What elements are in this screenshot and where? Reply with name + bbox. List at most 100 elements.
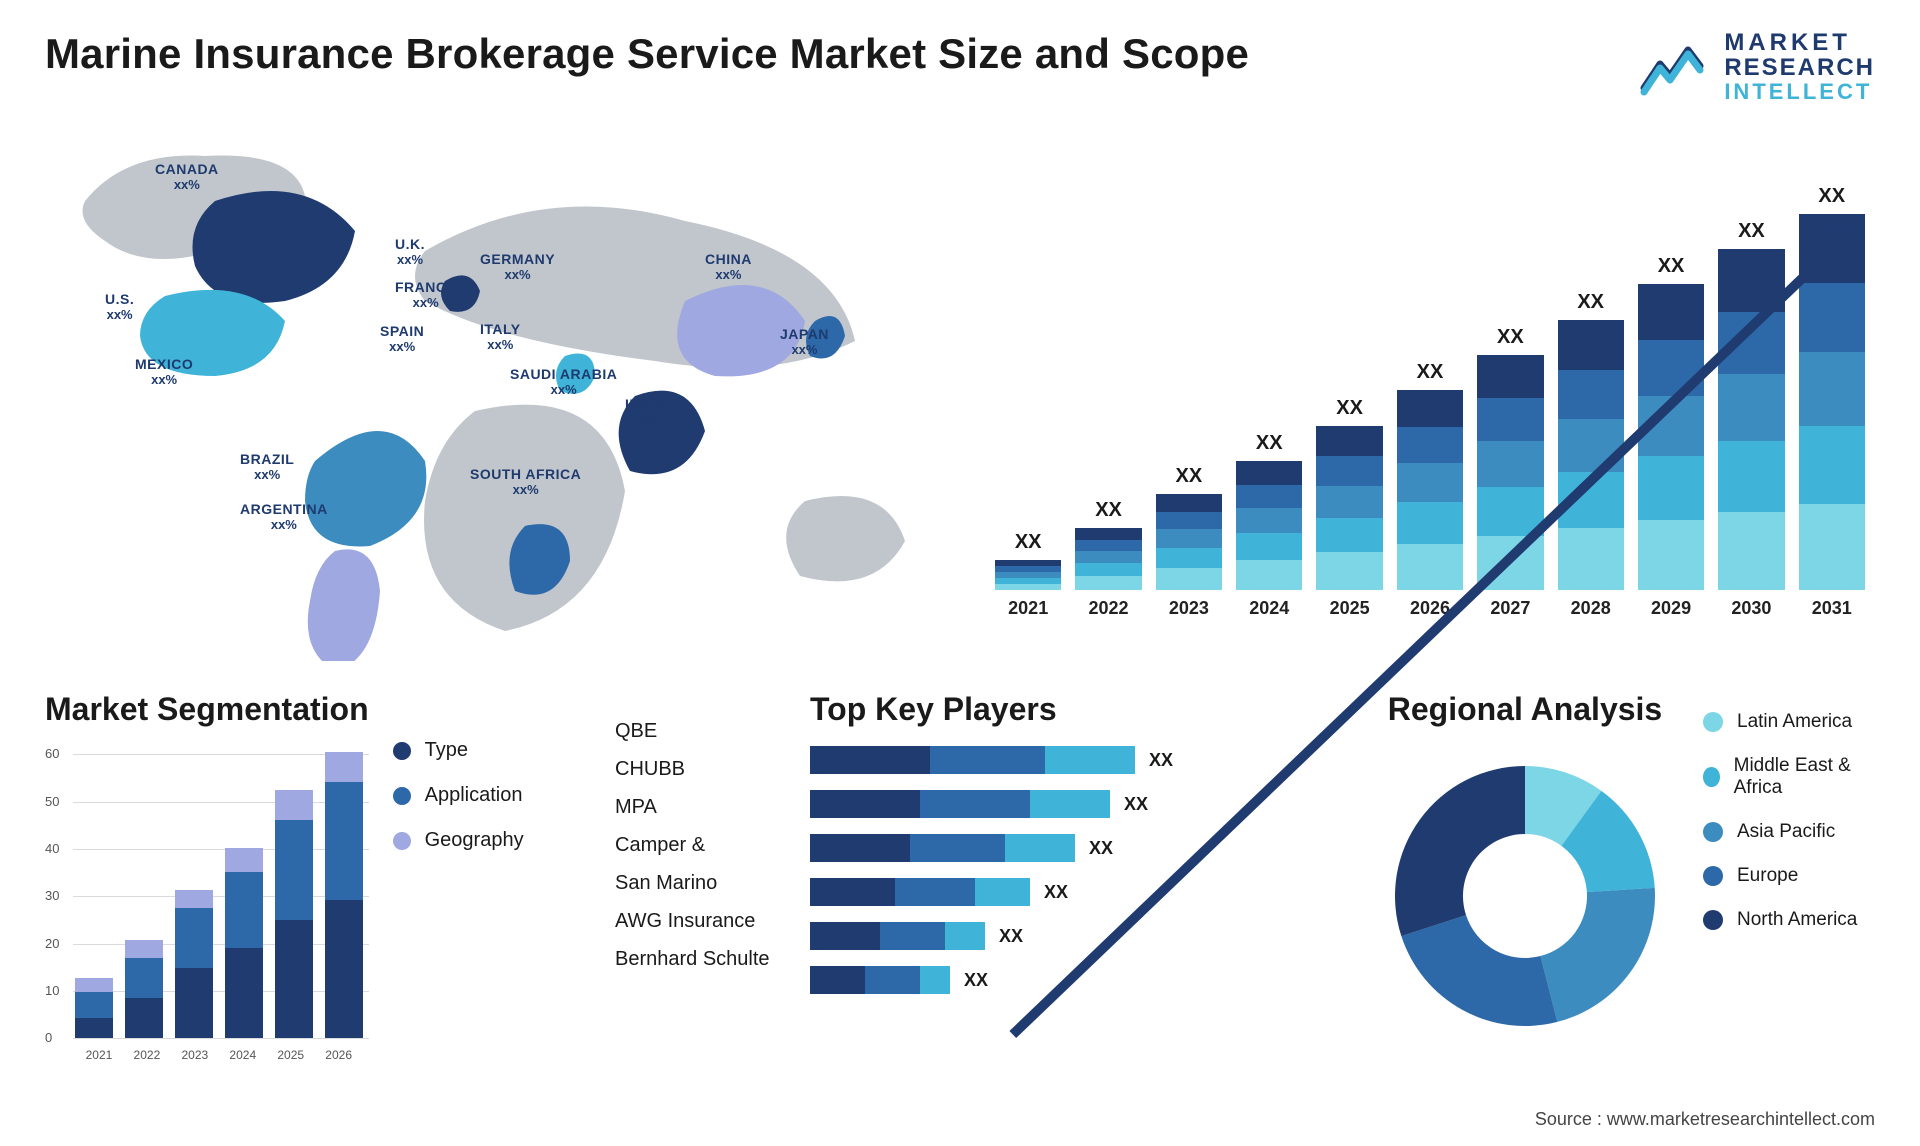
logo-line-2: RESEARCH [1724, 55, 1875, 80]
growth-bar: XX2027 [1477, 326, 1543, 619]
logo-mark-icon [1640, 38, 1712, 96]
logo-line-3: INTELLECT [1724, 80, 1875, 103]
seg-x-tick: 2026 [315, 1048, 363, 1062]
growth-bar-year: 2026 [1410, 598, 1450, 619]
growth-bar-year: 2028 [1571, 598, 1611, 619]
growth-bar-year: 2029 [1651, 598, 1691, 619]
map-label: INDIAxx% [625, 396, 666, 427]
seg-y-tick: 20 [45, 936, 59, 951]
seg-y-tick: 40 [45, 841, 59, 856]
legend-dot-icon [1703, 910, 1723, 930]
page-title: Marine Insurance Brokerage Service Marke… [45, 30, 1249, 78]
growth-bar-top-label: XX [1417, 361, 1444, 384]
player-name: CHUBB [615, 758, 770, 781]
map-label: U.S.xx% [105, 291, 134, 322]
seg-bar [125, 940, 163, 1038]
player-bar-value: XX [964, 970, 988, 991]
legend-dot-icon [1703, 866, 1723, 886]
map-label: SAUDI ARABIAxx% [510, 366, 617, 397]
donut-slice [1401, 916, 1557, 1027]
growth-bar: XX2022 [1075, 499, 1141, 619]
seg-y-tick: 10 [45, 983, 59, 998]
region-donut-chart [1375, 746, 1675, 1046]
seg-bar [325, 752, 363, 1038]
player-bar-row: XX [810, 966, 1350, 994]
map-label: ARGENTINAxx% [240, 501, 328, 532]
legend-label: Geography [425, 829, 524, 852]
growth-bar-year: 2021 [1008, 598, 1048, 619]
growth-bar: XX 2029 [1638, 255, 1704, 619]
legend-label: Latin America [1737, 711, 1852, 733]
growth-bar-top-label: XX [1176, 465, 1203, 488]
growth-bar: XX 2031 [1799, 185, 1865, 619]
legend-dot-icon [393, 742, 411, 760]
seg-y-tick: 30 [45, 888, 59, 903]
growth-bar-year: 2022 [1089, 598, 1129, 619]
map-label: U.K.xx% [395, 236, 425, 267]
seg-bar [75, 978, 113, 1038]
seg-x-tick: 2021 [75, 1048, 123, 1062]
map-label: SPAINxx% [380, 323, 424, 354]
seg-x-tick: 2022 [123, 1048, 171, 1062]
growth-bar-top-label: XX [1497, 326, 1524, 349]
growth-bar-top-label: XX [1818, 185, 1845, 208]
player-name: San Marino [615, 872, 770, 895]
players-panel: Top Key Players XX XX XX XX XX XX [810, 691, 1350, 1066]
legend-label: Type [425, 739, 468, 762]
player-name: MPA [615, 796, 770, 819]
region-legend-item: Latin America [1703, 711, 1875, 733]
region-panel: Regional Analysis Latin AmericaMiddle Ea… [1375, 691, 1875, 1066]
donut-slice [1395, 766, 1525, 936]
growth-bar-top-label: XX [1577, 291, 1604, 314]
seg-y-tick: 0 [45, 1030, 52, 1045]
region-legend-item: North America [1703, 909, 1875, 931]
legend-label: Asia Pacific [1737, 821, 1835, 843]
legend-dot-icon [1703, 767, 1720, 787]
legend-dot-icon [393, 832, 411, 850]
player-bar-value: XX [1044, 882, 1068, 903]
map-label: GERMANYxx% [480, 251, 555, 282]
seg-y-tick: 60 [45, 746, 59, 761]
map-label: CANADAxx% [155, 161, 219, 192]
player-name: Bernhard Schulte [615, 948, 770, 971]
growth-bar-top-label: XX [1738, 220, 1765, 243]
player-bar-value: XX [1089, 838, 1113, 859]
source-line: Source : www.marketresearchintellect.com [1535, 1109, 1875, 1130]
growth-bar: XX 2026 [1397, 361, 1463, 619]
player-bar-value: XX [1124, 794, 1148, 815]
player-bar-value: XX [1149, 750, 1173, 771]
world-map-svg [45, 131, 965, 661]
world-map-panel: CANADAxx% U.S.xx% MEXICOxx% BRAZILxx% ARGENT… [45, 131, 965, 661]
growth-bar: XX 2030 [1718, 220, 1784, 619]
player-bar-value: XX [999, 926, 1023, 947]
map-region [424, 405, 625, 631]
legend-label: Europe [1737, 865, 1798, 887]
growth-bar-top-label: XX [1336, 397, 1363, 420]
segmentation-title: Market Segmentation [45, 691, 369, 728]
players-title: Top Key Players [810, 691, 1350, 728]
logo-line-1: MARKET [1724, 30, 1875, 55]
map-label: BRAZILxx% [240, 451, 294, 482]
player-name: Camper & [615, 834, 770, 857]
player-bar-row: XX [810, 878, 1350, 906]
player-name: QBE [615, 720, 770, 743]
growth-bar-top-label: XX [1658, 255, 1685, 278]
map-region [308, 550, 380, 662]
region-legend-item: Europe [1703, 865, 1875, 887]
seg-x-tick: 2025 [267, 1048, 315, 1062]
growth-bar: XX 2021 [995, 531, 1061, 619]
segmentation-chart: 0102030405060 202120222023202420252026 [45, 746, 369, 1066]
growth-bar-year: 2024 [1249, 598, 1289, 619]
growth-bar-year: 2030 [1731, 598, 1771, 619]
growth-bar-year: 2031 [1812, 598, 1852, 619]
region-legend-item: Asia Pacific [1703, 821, 1875, 843]
donut-slice [1540, 888, 1655, 1022]
growth-bar-top-label: XX [1015, 531, 1042, 554]
map-label: MEXICOxx% [135, 356, 193, 387]
map-region [193, 191, 356, 303]
legend-dot-icon [393, 787, 411, 805]
region-title: Regional Analysis [1375, 691, 1675, 728]
growth-bar: XX2023 [1156, 465, 1222, 619]
player-bar-row: XX [810, 746, 1350, 774]
player-bar-row: XX [810, 834, 1350, 862]
